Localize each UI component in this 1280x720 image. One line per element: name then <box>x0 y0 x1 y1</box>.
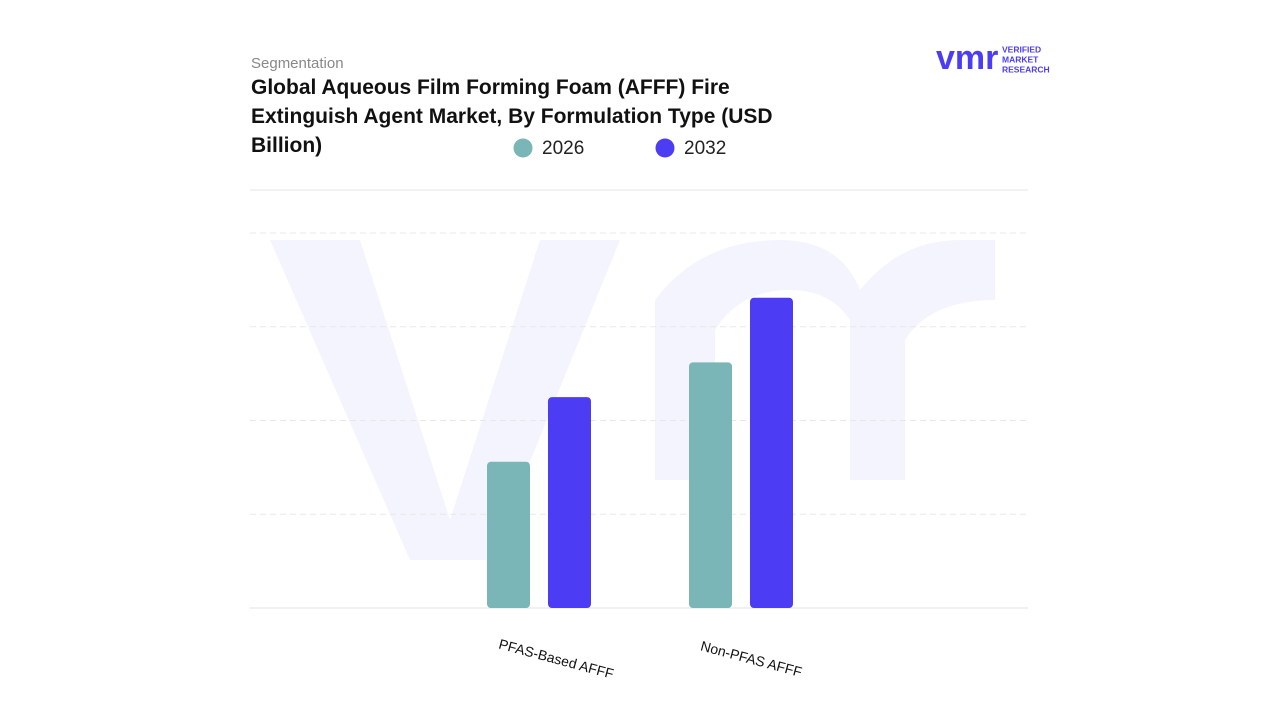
x-tick-label: PFAS-Based AFFF <box>497 636 615 682</box>
bar <box>548 397 591 608</box>
legend-swatch <box>655 138 675 158</box>
logo-text: VERIFIED <box>1002 44 1041 54</box>
chart-title: Global Aqueous Film Forming Foam (AFFF) … <box>251 76 773 157</box>
legend-label: 2026 <box>542 138 584 159</box>
subtitle: Segmentation <box>251 55 344 72</box>
x-tick-label: Non-PFAS AFFF <box>699 638 804 680</box>
bar <box>750 297 793 608</box>
logo-text: MARKET <box>1002 54 1039 64</box>
legend-label: 2032 <box>684 138 726 159</box>
watermark <box>270 240 995 560</box>
logo-text: RESEARCH <box>1002 64 1050 74</box>
legend-swatch <box>513 138 533 158</box>
bar <box>689 362 732 608</box>
logo-mark: vmr <box>936 39 998 77</box>
bar <box>487 461 530 608</box>
